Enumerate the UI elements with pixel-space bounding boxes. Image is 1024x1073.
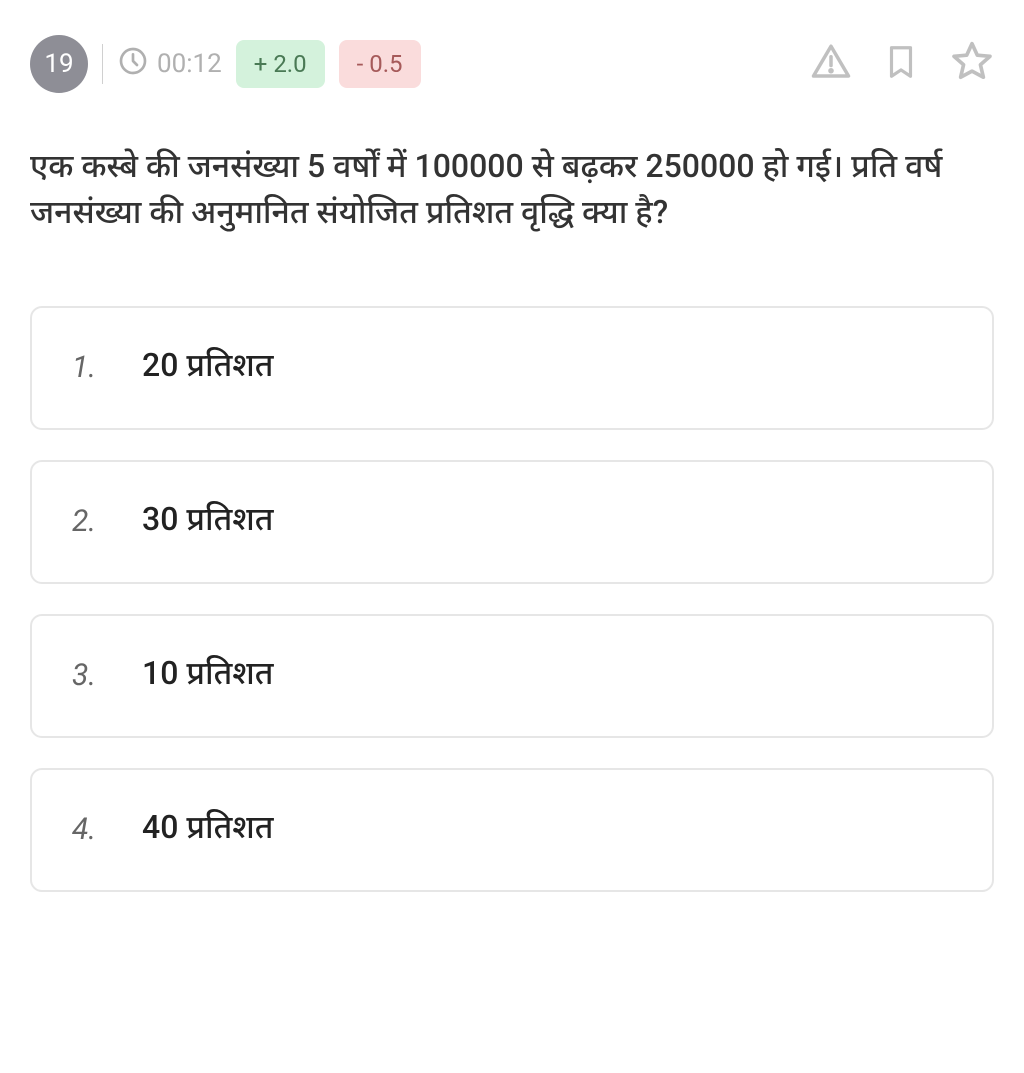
options-list: 1. 20 प्रतिशत 2. 30 प्रतिशत 3. 10 प्रतिश… — [30, 306, 994, 892]
option-number: 4. — [72, 812, 102, 847]
negative-marks-badge: - 0.5 — [339, 40, 421, 88]
option-number: 3. — [72, 658, 102, 693]
header-right — [810, 40, 994, 88]
option-3[interactable]: 3. 10 प्रतिशत — [30, 614, 994, 738]
negative-marks: - 0.5 — [357, 50, 403, 78]
option-text: 20 प्रतिशत — [142, 346, 274, 390]
option-1[interactable]: 1. 20 प्रतिशत — [30, 306, 994, 430]
clock-icon — [117, 45, 149, 84]
option-4[interactable]: 4. 40 प्रतिशत — [30, 768, 994, 892]
question-number: 19 — [44, 49, 73, 79]
question-number-badge: 19 — [30, 35, 88, 93]
header-left: 19 00:12 + 2.0 - 0.5 — [30, 35, 421, 93]
divider — [102, 44, 103, 84]
question-text: एक कस्बे की जनसंख्या 5 वर्षों में 100000… — [30, 143, 994, 236]
bookmark-icon[interactable] — [882, 41, 920, 87]
timer: 00:12 — [117, 45, 222, 84]
star-icon[interactable] — [950, 40, 994, 88]
warning-icon[interactable] — [810, 41, 852, 87]
question-header: 19 00:12 + 2.0 - 0.5 — [30, 35, 994, 93]
option-number: 2. — [72, 504, 102, 539]
option-text: 40 प्रतिशत — [142, 808, 274, 852]
option-text: 30 प्रतिशत — [142, 500, 274, 544]
timer-value: 00:12 — [157, 49, 222, 79]
positive-marks-badge: + 2.0 — [236, 40, 325, 88]
option-number: 1. — [72, 350, 102, 385]
positive-marks: + 2.0 — [254, 50, 307, 78]
option-2[interactable]: 2. 30 प्रतिशत — [30, 460, 994, 584]
option-text: 10 प्रतिशत — [142, 654, 274, 698]
